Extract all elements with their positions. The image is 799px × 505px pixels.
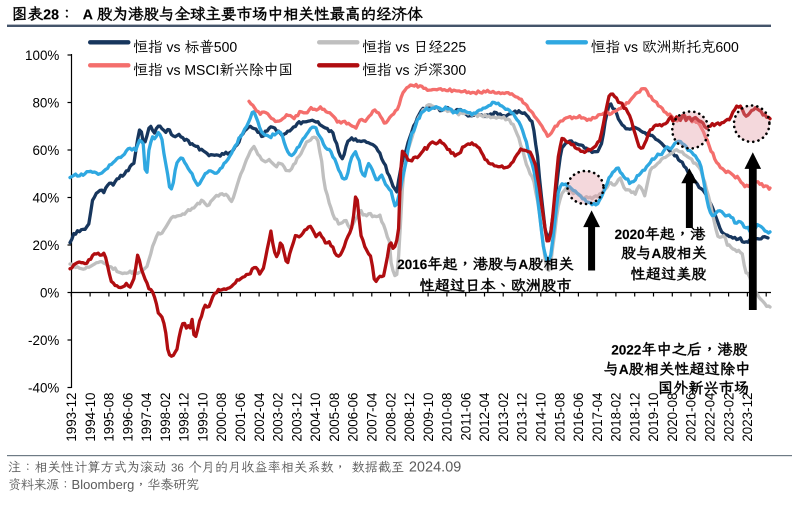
svg-text:40%: 40% (32, 190, 59, 205)
svg-text:2000-08: 2000-08 (214, 393, 229, 442)
svg-text:2016-06: 2016-06 (571, 393, 586, 442)
svg-text:2010-08: 2010-08 (440, 393, 455, 442)
svg-text:2008-02: 2008-02 (383, 393, 398, 442)
svg-text:1995-08: 1995-08 (102, 393, 117, 442)
svg-text:2018-12: 2018-12 (627, 393, 642, 442)
svg-text:2022-04: 2022-04 (703, 392, 718, 442)
svg-text:2013-02: 2013-02 (496, 393, 511, 442)
svg-text:60%: 60% (32, 143, 59, 158)
svg-text:2020-08: 2020-08 (665, 393, 680, 442)
svg-text:1994-10: 1994-10 (83, 393, 98, 442)
svg-text:1996-06: 1996-06 (120, 393, 135, 442)
svg-text:1999-10: 1999-10 (196, 393, 211, 442)
svg-text:-40%: -40% (28, 380, 59, 395)
svg-text:2004-10: 2004-10 (308, 393, 323, 442)
svg-text:0%: 0% (40, 285, 59, 300)
svg-text:100%: 100% (25, 48, 59, 63)
svg-text:-20%: -20% (28, 333, 59, 348)
svg-text:2017-04: 2017-04 (590, 392, 605, 442)
svg-text:1998-12: 1998-12 (177, 393, 192, 442)
svg-text:2005-08: 2005-08 (327, 393, 342, 442)
svg-text:80%: 80% (32, 95, 59, 110)
svg-text:2011-06: 2011-06 (458, 393, 473, 441)
svg-text:2013-12: 2013-12 (515, 393, 530, 442)
svg-text:2003-02: 2003-02 (271, 393, 286, 442)
svg-text:2019-10: 2019-10 (646, 393, 661, 442)
svg-text:1993-12: 1993-12 (64, 393, 79, 442)
svg-text:2023-12: 2023-12 (740, 393, 755, 442)
svg-text:1998-02: 1998-02 (158, 393, 173, 442)
svg-text:1997-04: 1997-04 (139, 392, 154, 442)
svg-text:2009-10: 2009-10 (421, 393, 436, 442)
svg-text:2018-02: 2018-02 (609, 393, 624, 442)
svg-text:2012-04: 2012-04 (477, 392, 492, 442)
svg-text:2015-08: 2015-08 (552, 393, 567, 442)
svg-text:2021-06: 2021-06 (684, 393, 699, 442)
svg-text:2001-06: 2001-06 (233, 393, 248, 442)
svg-text:2006-06: 2006-06 (346, 393, 361, 442)
svg-text:2023-02: 2023-02 (721, 393, 736, 442)
svg-text:2007-04: 2007-04 (365, 392, 380, 442)
svg-text:2008-12: 2008-12 (402, 393, 417, 442)
svg-text:2003-12: 2003-12 (289, 393, 304, 442)
svg-text:2002-04: 2002-04 (252, 392, 267, 442)
svg-text:20%: 20% (32, 238, 59, 253)
svg-text:2014-10: 2014-10 (534, 393, 549, 442)
